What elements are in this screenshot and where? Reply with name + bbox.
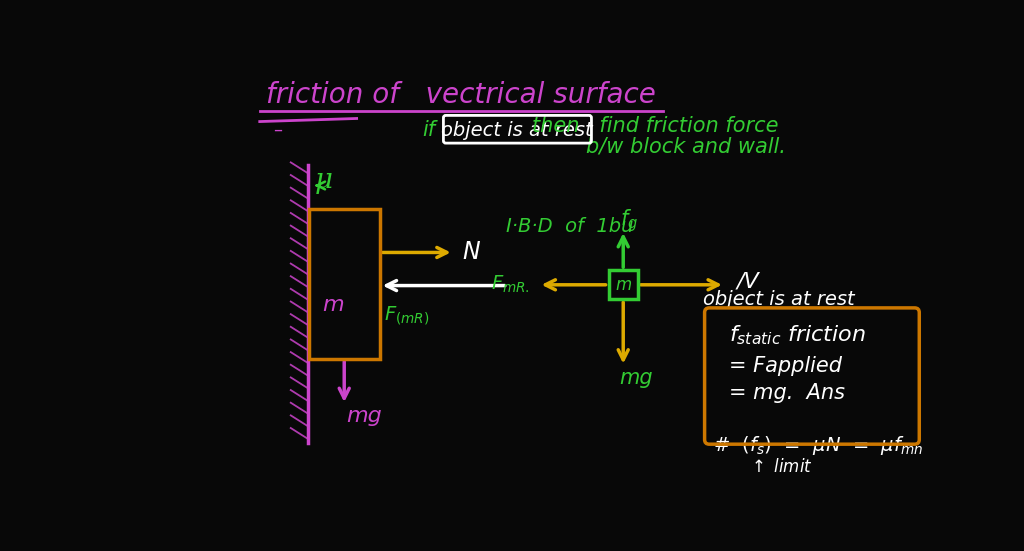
Bar: [608, 270, 638, 299]
Bar: [308, 209, 380, 359]
Text: then   find friction force: then find friction force: [531, 116, 778, 136]
Text: $F_{(mR)}$: $F_{(mR)}$: [384, 305, 430, 327]
Text: /V: /V: [736, 272, 759, 291]
Text: b/w block and wall.: b/w block and wall.: [586, 137, 786, 157]
Text: m: m: [615, 276, 632, 294]
Text: mg: mg: [618, 368, 652, 388]
Text: = mg.  Ans: = mg. Ans: [729, 383, 845, 403]
Text: if: if: [422, 120, 435, 140]
Text: mg: mg: [346, 407, 382, 426]
Text: object is at rest: object is at rest: [703, 290, 855, 309]
Text: $F_{mR.}$: $F_{mR.}$: [492, 274, 530, 295]
Text: $f_g$: $f_g$: [620, 207, 638, 234]
Text: #  $(f_s)$  =  $\mu N$  =  $\mu f_{mn}$: # $(f_s)$ = $\mu N$ = $\mu f_{mn}$: [713, 434, 924, 457]
Text: $\uparrow$ limit: $\uparrow$ limit: [748, 457, 813, 476]
Text: object is at rest: object is at rest: [441, 121, 593, 139]
Text: $f_{static}$ friction: $f_{static}$ friction: [729, 324, 865, 348]
Text: –: –: [273, 120, 282, 138]
Text: m: m: [323, 295, 344, 315]
Text: I·B·D  of  1bu: I·B·D of 1bu: [506, 217, 634, 236]
Text: μ: μ: [314, 166, 333, 193]
Text: friction of   vectrical surface: friction of vectrical surface: [266, 82, 656, 110]
Text: N: N: [463, 240, 480, 264]
Text: = Fapplied: = Fapplied: [729, 356, 842, 376]
